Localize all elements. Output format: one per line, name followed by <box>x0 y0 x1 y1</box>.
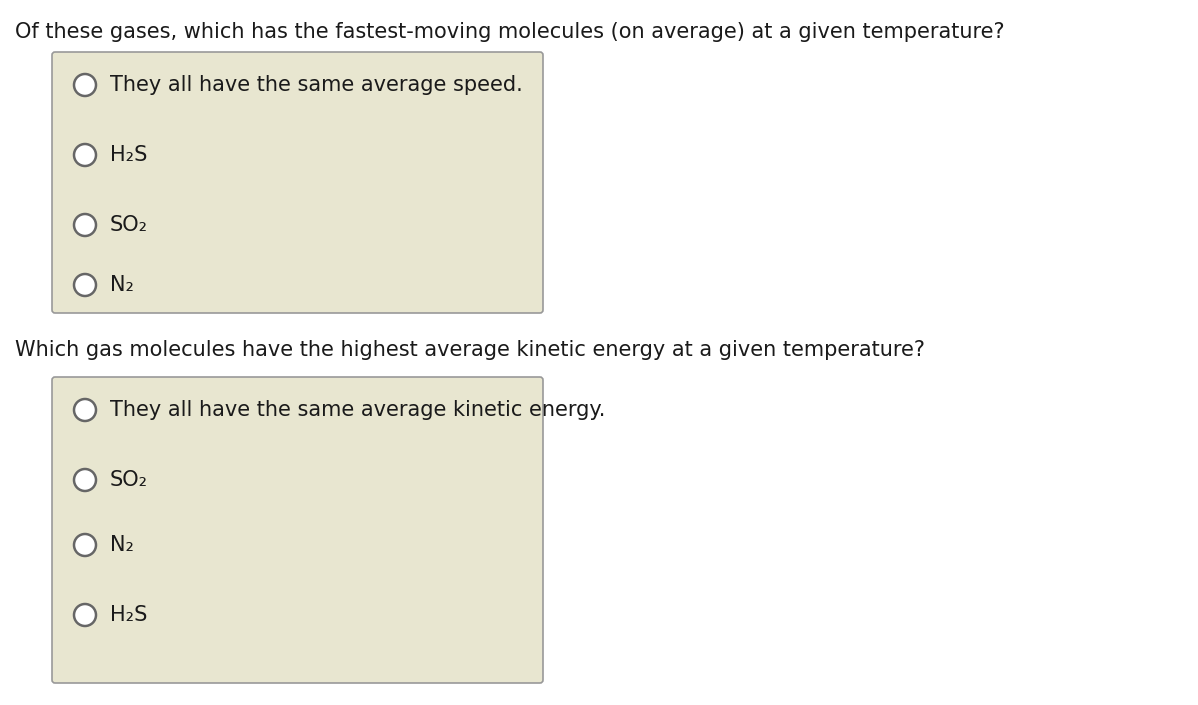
Text: H₂S: H₂S <box>110 145 147 165</box>
Circle shape <box>74 469 96 491</box>
FancyBboxPatch shape <box>52 377 543 683</box>
Text: SO₂: SO₂ <box>110 215 149 235</box>
Text: SO₂: SO₂ <box>110 470 149 490</box>
Text: Of these gases, which has the fastest-moving molecules (on average) at a given t: Of these gases, which has the fastest-mo… <box>16 22 1005 42</box>
Circle shape <box>74 214 96 236</box>
Circle shape <box>74 274 96 296</box>
Text: They all have the same average kinetic energy.: They all have the same average kinetic e… <box>110 400 605 420</box>
Text: N₂: N₂ <box>110 535 134 555</box>
FancyBboxPatch shape <box>52 52 543 313</box>
Circle shape <box>74 604 96 626</box>
Text: H₂S: H₂S <box>110 605 147 625</box>
Text: They all have the same average speed.: They all have the same average speed. <box>110 75 522 95</box>
Text: N₂: N₂ <box>110 275 134 295</box>
Circle shape <box>74 74 96 96</box>
Text: Which gas molecules have the highest average kinetic energy at a given temperatu: Which gas molecules have the highest ave… <box>16 340 925 360</box>
Circle shape <box>74 534 96 556</box>
Circle shape <box>74 144 96 166</box>
Circle shape <box>74 399 96 421</box>
